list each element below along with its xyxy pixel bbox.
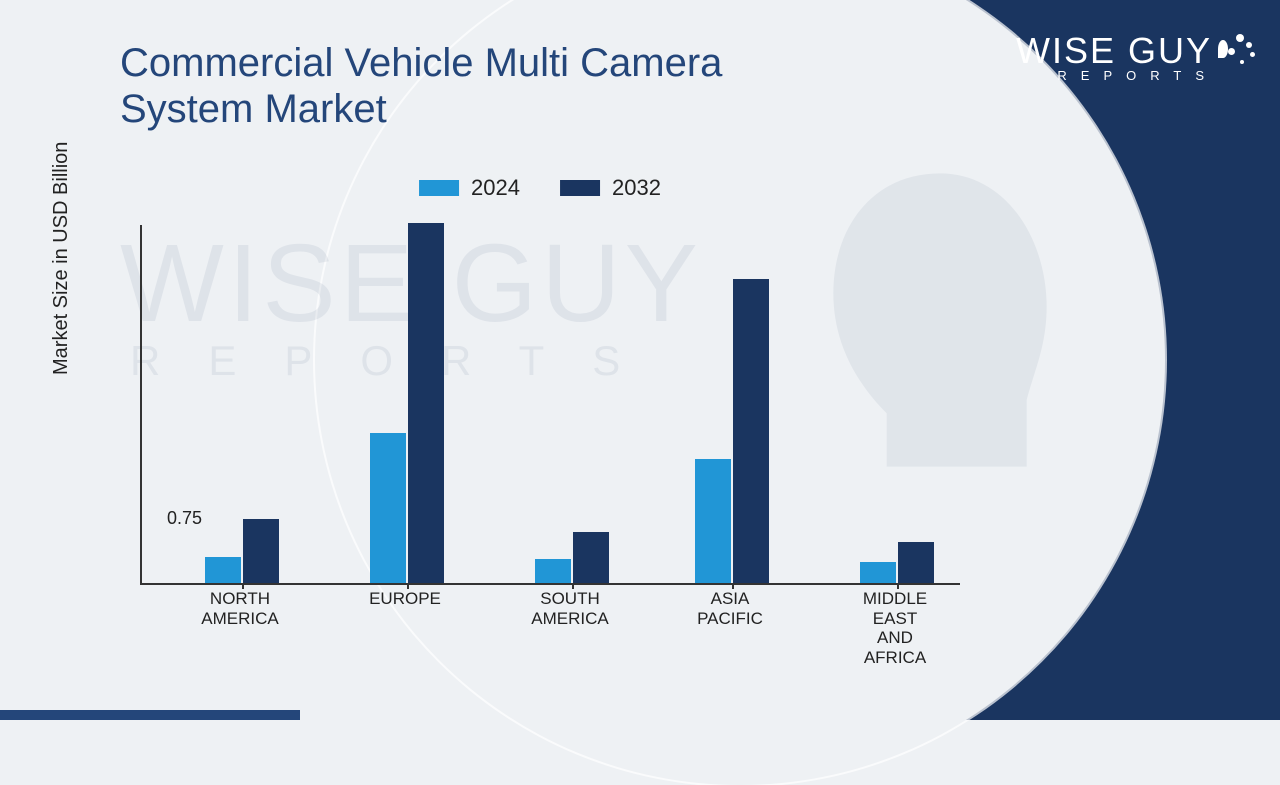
footer-accent-bar: [0, 710, 300, 720]
bar-2024: [535, 559, 571, 583]
legend-swatch-2024: [419, 180, 459, 196]
legend: 2024 2032: [419, 175, 661, 201]
bar-2032: [408, 223, 444, 583]
bar-2032: [243, 519, 279, 583]
bar-2024: [205, 557, 241, 583]
plot-region: 0.75: [140, 225, 960, 585]
bar-2024: [370, 433, 406, 583]
bar-group: 0.75: [182, 519, 302, 583]
x-axis-label: ASIAPACIFIC: [670, 589, 790, 628]
bar-2032: [573, 532, 609, 583]
legend-swatch-2032: [560, 180, 600, 196]
chart-area: Market Size in USD Billion 2024 2032 0.7…: [100, 175, 980, 675]
bar-2024: [695, 459, 731, 583]
chart-title: Commercial Vehicle Multi Camera System M…: [120, 40, 840, 132]
y-axis-label: Market Size in USD Billion: [50, 142, 73, 375]
bar-group: [672, 279, 792, 583]
legend-label-2024: 2024: [471, 175, 520, 201]
legend-label-2032: 2032: [612, 175, 661, 201]
x-axis-label: NORTHAMERICA: [180, 589, 300, 628]
bar-group: [512, 532, 632, 583]
brand-logo: WISE GUY REPORTS: [980, 30, 1260, 83]
bar-2024: [860, 562, 896, 583]
brand-main-text: WISE GUY: [1016, 30, 1212, 72]
legend-item-2024: 2024: [419, 175, 520, 201]
x-axis-labels: NORTHAMERICA EUROPE SOUTHAMERICA ASIAPACIFI…: [140, 589, 960, 679]
x-axis-label: EUROPE: [345, 589, 465, 609]
brand-head-icon: [1218, 30, 1260, 72]
x-axis-label: SOUTHAMERICA: [510, 589, 630, 628]
bar-2032: [733, 279, 769, 583]
bar-2032: [898, 542, 934, 583]
bar-value-label: 0.75: [167, 508, 202, 529]
bar-group: [347, 223, 467, 583]
bar-group: [837, 542, 957, 583]
legend-item-2032: 2032: [560, 175, 661, 201]
x-axis-label: MIDDLEEASTANDAFRICA: [835, 589, 955, 667]
